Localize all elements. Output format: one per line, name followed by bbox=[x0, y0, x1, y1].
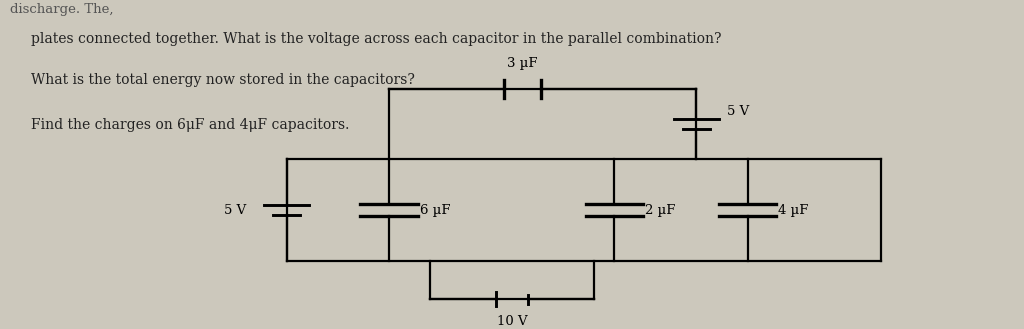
Text: 6 µF: 6 µF bbox=[420, 204, 451, 217]
Text: Find the charges on 6μF and 4μF capacitors.: Find the charges on 6μF and 4μF capacito… bbox=[31, 118, 349, 132]
Text: What is the total energy now stored in the capacitors?: What is the total energy now stored in t… bbox=[31, 73, 415, 87]
Text: 4 µF: 4 µF bbox=[778, 204, 809, 217]
Text: 10 V: 10 V bbox=[497, 316, 527, 328]
Text: 3 µF: 3 µF bbox=[507, 57, 538, 70]
Text: 5 V: 5 V bbox=[727, 105, 750, 118]
Text: 5 V: 5 V bbox=[223, 204, 246, 217]
Text: discharge. The,: discharge. The, bbox=[10, 3, 114, 16]
Text: 2 µF: 2 µF bbox=[645, 204, 676, 217]
Text: plates connected together. What is the voltage across each capacitor in the para: plates connected together. What is the v… bbox=[31, 32, 721, 46]
